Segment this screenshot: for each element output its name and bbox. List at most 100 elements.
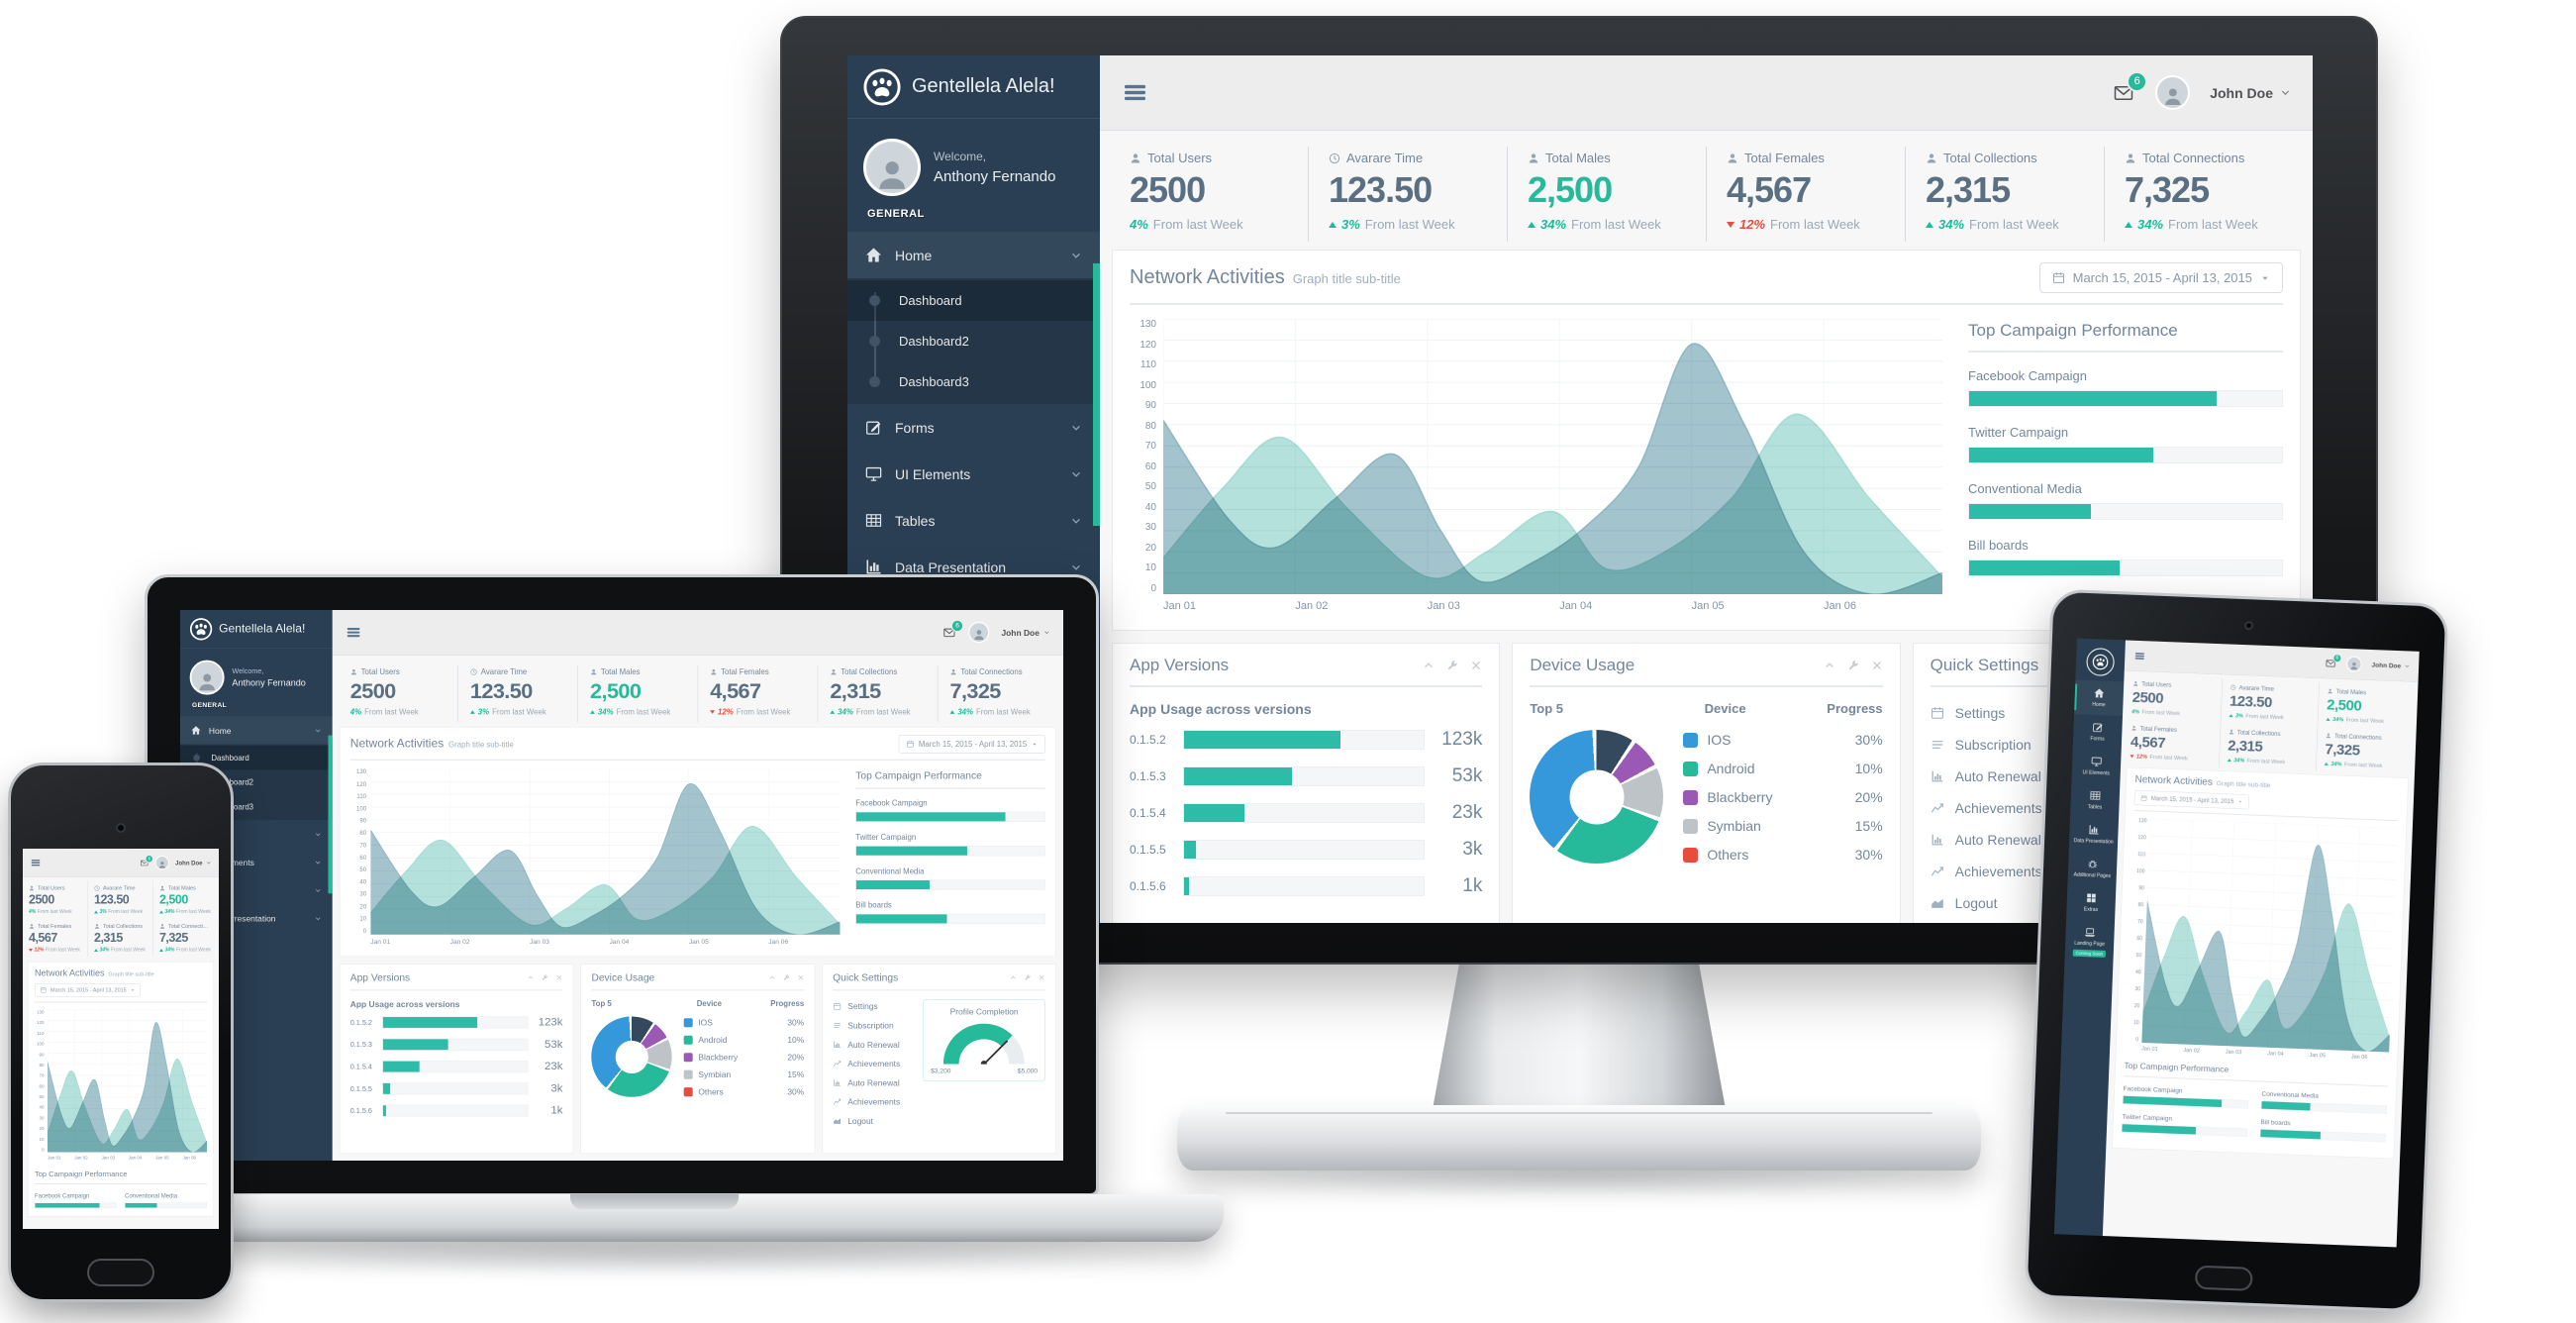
collapse-icon[interactable] bbox=[1824, 660, 1835, 671]
sidebar-item-tables[interactable]: Tables bbox=[2070, 782, 2120, 818]
collapse-icon[interactable] bbox=[1010, 974, 1017, 981]
tablet-screen: Home Forms UI Elements Tables Data Prese… bbox=[2053, 638, 2420, 1248]
user-menu[interactable]: John Doe bbox=[2210, 85, 2291, 101]
avatar[interactable] bbox=[189, 660, 225, 695]
sidebar-item-forms[interactable]: Forms bbox=[847, 404, 1100, 451]
progress-track bbox=[1968, 560, 2283, 576]
quick-settings-auto-renewal[interactable]: Auto Renewal bbox=[1931, 768, 2066, 784]
brand[interactable]: Gentellela Alela! bbox=[180, 610, 333, 649]
collapse-icon[interactable] bbox=[1423, 660, 1435, 671]
sidebar-item-data-presentation[interactable]: Data Presentation bbox=[847, 544, 1100, 590]
wrench-icon[interactable] bbox=[783, 974, 790, 981]
user-menu[interactable]: John Doe bbox=[175, 860, 211, 866]
wrench-icon[interactable] bbox=[1847, 660, 1859, 671]
messages-button[interactable]: 6 bbox=[140, 854, 154, 866]
sidebar-item-home[interactable]: Home bbox=[180, 716, 333, 745]
quick-settings-subscription[interactable]: Subscription bbox=[833, 1021, 915, 1030]
bar-chart-icon bbox=[1931, 833, 1944, 847]
sidebar-item-dashboard3[interactable]: Dashboard3 bbox=[847, 361, 1100, 402]
user-avatar[interactable] bbox=[968, 622, 990, 644]
sidebar-item-dashboard2[interactable]: Dashboard2 bbox=[847, 321, 1100, 361]
sidebar-item-ui-elements[interactable]: UI Elements bbox=[2071, 749, 2121, 784]
quick-settings-achievements[interactable]: Achievements bbox=[833, 1059, 915, 1069]
legend-android: Android 10% bbox=[1683, 761, 1883, 776]
quick-settings-achievements[interactable]: Achievements bbox=[1931, 864, 2066, 879]
campaigns-title: Top Campaign Performance bbox=[855, 770, 1045, 789]
phone-home-button[interactable] bbox=[87, 1259, 154, 1286]
quick-settings-settings[interactable]: Settings bbox=[1931, 705, 2066, 721]
chevron-down-icon bbox=[1070, 250, 1082, 261]
wrench-icon[interactable] bbox=[542, 974, 548, 981]
stat-note: From last Week bbox=[2141, 709, 2181, 717]
close-icon[interactable] bbox=[1039, 974, 1045, 981]
sidebar-item-forms[interactable]: Forms bbox=[2073, 714, 2123, 750]
sidebar-item-landing-page[interactable]: Landing Page Coming Soon bbox=[2064, 919, 2115, 965]
close-icon[interactable] bbox=[1871, 660, 1883, 671]
menu-toggle-icon[interactable] bbox=[1122, 82, 1148, 103]
brand[interactable] bbox=[2086, 647, 2116, 677]
stat-delta: 3% bbox=[2234, 712, 2243, 720]
sidebar-item-home[interactable]: Home bbox=[847, 232, 1100, 278]
wrench-icon[interactable] bbox=[1446, 660, 1458, 671]
date-range-picker[interactable]: March 15, 2015 - April 13, 2015 bbox=[898, 734, 1045, 754]
y-axis-tick: 130 bbox=[36, 1009, 45, 1015]
trend-up-icon bbox=[590, 709, 595, 714]
date-range-picker[interactable]: March 15, 2015 - April 13, 2015 bbox=[2038, 262, 2283, 293]
date-range-picker[interactable]: March 15, 2015 - April 13, 2015 bbox=[35, 983, 142, 997]
tablet-home-button[interactable] bbox=[2194, 1265, 2253, 1291]
legend-swatch bbox=[1683, 818, 1699, 834]
sidebar-item-ui-elements[interactable]: UI Elements bbox=[847, 451, 1100, 497]
quick-settings-auto-renewal[interactable]: Auto Renewal bbox=[1931, 832, 2066, 848]
sidebar-scrollbar[interactable] bbox=[1093, 263, 1100, 526]
device-usage-legend: IOS 30% Android 10% Blackberry 20% Symbian 1… bbox=[683, 1016, 804, 1104]
x-axis-label: Jan 05 bbox=[688, 938, 709, 946]
messages-button[interactable]: 6 bbox=[942, 619, 964, 639]
wrench-icon[interactable] bbox=[1024, 974, 1031, 981]
campaign-list: Facebook Campaign Twitter Campaign bbox=[855, 798, 1045, 925]
legend-blackberry: Blackberry 20% bbox=[1683, 789, 1883, 805]
sidebar-item-extras[interactable]: Extras bbox=[2066, 884, 2116, 920]
collapse-icon[interactable] bbox=[768, 974, 775, 981]
sidebar-item-dashboard[interactable]: Dashboard bbox=[847, 280, 1100, 321]
sidebar-item-tables[interactable]: Tables bbox=[847, 497, 1100, 544]
collapse-icon[interactable] bbox=[527, 974, 534, 981]
campaign-bill-boards: Bill boards bbox=[1968, 538, 2283, 576]
date-range-picker[interactable]: March 15, 2015 - April 13, 2015 bbox=[2133, 789, 2250, 810]
messages-button[interactable]: 6 bbox=[2112, 70, 2148, 103]
user-menu[interactable]: John Doe bbox=[1001, 628, 1049, 637]
stat-note: From last Week bbox=[1770, 217, 1860, 232]
quick-settings-achievements[interactable]: Achievements bbox=[1931, 800, 2066, 816]
close-icon[interactable] bbox=[797, 974, 804, 981]
sidebar-scrollbar[interactable] bbox=[328, 735, 333, 894]
quick-settings-subscription[interactable]: Subscription bbox=[1931, 737, 2066, 753]
sidebar-item-home[interactable]: Home bbox=[2074, 679, 2125, 716]
sidebar-item-label: Data Presentation bbox=[895, 559, 1007, 575]
close-icon[interactable] bbox=[555, 974, 562, 981]
stat-label: Total Collections bbox=[841, 666, 898, 676]
sidebar-item-additional-pages[interactable]: Additional Pages bbox=[2067, 851, 2117, 886]
quick-settings-auto-renewal[interactable]: Auto Renewal bbox=[833, 1078, 915, 1087]
quick-settings-settings[interactable]: Settings bbox=[833, 1001, 915, 1011]
menu-toggle-icon[interactable] bbox=[31, 859, 42, 867]
user-profile: Welcome, Anthony Fernando bbox=[180, 649, 333, 697]
brand[interactable]: Gentellela Alela! bbox=[847, 55, 1100, 119]
close-icon[interactable] bbox=[1470, 660, 1482, 671]
user-avatar[interactable] bbox=[154, 856, 170, 870]
quick-settings-logout[interactable]: Logout bbox=[833, 1116, 915, 1126]
menu-toggle-icon[interactable] bbox=[346, 626, 361, 639]
sidebar-item-data-presentation[interactable]: Data Presentation bbox=[2069, 816, 2119, 852]
trend-up-icon bbox=[1329, 221, 1337, 228]
area-chart-icon bbox=[1931, 896, 1944, 910]
chart-plot bbox=[370, 768, 841, 935]
user-avatar[interactable] bbox=[2345, 656, 2362, 672]
stat-label: Total Males bbox=[167, 885, 196, 891]
quick-settings-achievements[interactable]: Achievements bbox=[833, 1097, 915, 1106]
avatar[interactable] bbox=[863, 139, 921, 196]
messages-button[interactable]: 6 bbox=[2325, 653, 2342, 667]
menu-toggle-icon[interactable] bbox=[2133, 652, 2145, 661]
trend-up-icon bbox=[2326, 717, 2330, 721]
quick-settings-auto-renewal[interactable]: Auto Renewal bbox=[833, 1040, 915, 1050]
quick-settings-logout[interactable]: Logout bbox=[1931, 895, 2066, 911]
user-menu[interactable]: John Doe bbox=[2371, 662, 2410, 670]
user-avatar[interactable] bbox=[2155, 75, 2191, 110]
